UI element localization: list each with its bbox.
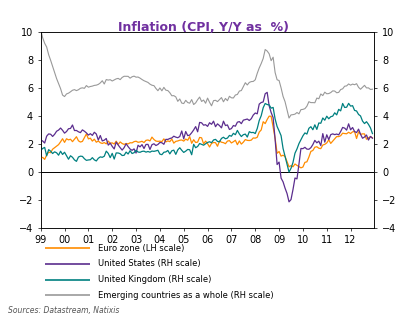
Text: United States (RH scale): United States (RH scale) xyxy=(98,259,200,268)
Text: Sources: Datastream, Natixis: Sources: Datastream, Natixis xyxy=(8,306,120,315)
Text: United Kingdom (RH scale): United Kingdom (RH scale) xyxy=(98,275,211,284)
Text: Emerging countries as a whole (RH scale): Emerging countries as a whole (RH scale) xyxy=(98,291,274,300)
Text: Inflation (CPI, Y/Y as  %): Inflation (CPI, Y/Y as %) xyxy=(118,21,289,33)
Text: Euro zone (LH scale): Euro zone (LH scale) xyxy=(98,244,184,252)
